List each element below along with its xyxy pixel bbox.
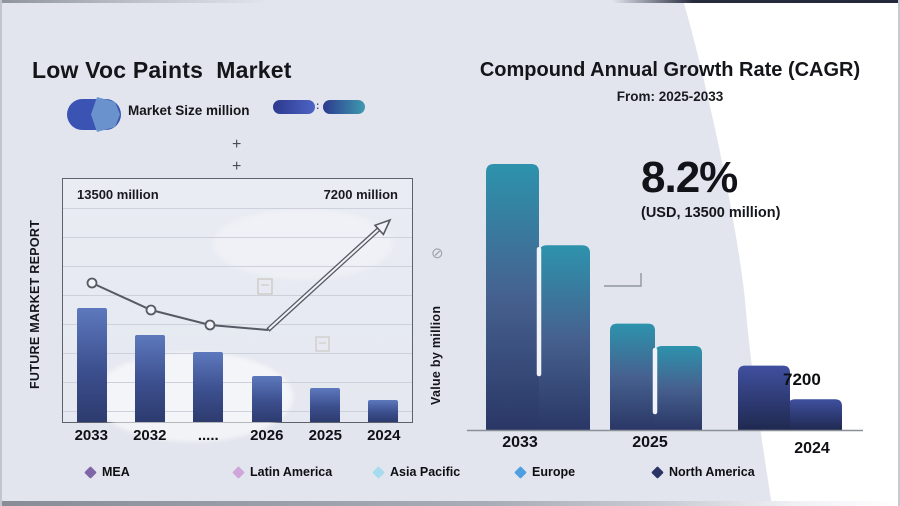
legend-item-asia-pacific: Asia Pacific — [372, 465, 461, 479]
x-label: ..... — [197, 427, 219, 444]
bar-dots — [193, 352, 224, 422]
max-value-label: 13500 million — [77, 187, 159, 202]
value-axis-label: Value by million — [429, 305, 443, 405]
x-label: 2033 — [74, 427, 108, 444]
value-label-7200: 7200 — [783, 370, 821, 389]
cagr-bars — [486, 164, 842, 430]
market-size-chart-panel: 13500 million 7200 million — [62, 178, 413, 442]
left-x-axis: 2033 2032 ..... 2026 2025 2024 — [62, 427, 413, 444]
cagr-value: 8.2% — [641, 153, 738, 202]
hexagon-icon — [91, 97, 120, 132]
plus-mark-top: + — [232, 136, 242, 153]
cagr-bar-2025 — [655, 346, 702, 430]
diamond-icon — [372, 465, 385, 479]
white-diagonal-shape — [683, 0, 900, 506]
end-value-label: 7200 million — [323, 187, 398, 202]
bar-2024 — [367, 400, 398, 422]
diamond-icon — [514, 465, 527, 479]
cagr-bar-2033 — [539, 245, 590, 430]
legend-item-mea: MEA — [84, 465, 130, 479]
cagr-title: Compound Annual Growth Rate (CAGR) — [479, 59, 861, 81]
frame-left-border — [0, 0, 2, 506]
left-axis-label: FUTURE MARKET REPORT — [28, 219, 42, 389]
cagr-bar-2024 — [788, 399, 842, 430]
frame-right-border — [898, 0, 900, 506]
x-label: 2026 — [250, 427, 284, 444]
cagr-subtitle: From: 2025-2033 — [616, 89, 724, 104]
legend-label: Europe — [532, 465, 576, 479]
cagr-note: (USD, 13500 million) — [641, 205, 781, 221]
plus-mark-bottom: + — [232, 158, 242, 175]
diamond-icon — [651, 465, 664, 479]
x-label: 2024 — [794, 440, 830, 457]
cagr-bar-2024 — [738, 365, 790, 430]
cagr-bar-2033 — [486, 164, 539, 430]
legend-label: Asia Pacific — [390, 465, 461, 479]
x-label: 2025 — [308, 427, 342, 444]
legend-item-latin-america: Latin America — [232, 465, 333, 479]
diamond-icon — [232, 465, 245, 479]
x-label: 2025 — [632, 434, 668, 451]
x-label: 2032 — [133, 427, 167, 444]
frame-top-border — [0, 0, 900, 3]
corner-line-decor — [604, 273, 642, 287]
market-size-label: Market Size million — [128, 103, 250, 118]
legend-item-europe: Europe — [514, 465, 576, 479]
pill-separator: : — [316, 101, 320, 112]
legend-label: MEA — [102, 465, 130, 479]
cagr-bar-2025 — [610, 323, 655, 430]
bar-2025 — [309, 388, 340, 422]
x-label: 2024 — [367, 427, 401, 444]
diamond-icon — [84, 465, 97, 479]
legend-label: Latin America — [250, 465, 333, 479]
cagr-block: 8.2% (USD, 13500 million) — [641, 153, 780, 221]
bar-2026 — [251, 376, 282, 422]
legend-item-north-america: North America — [651, 465, 755, 479]
capsule-icon — [67, 97, 121, 132]
page-title: Low Voc Paints Market — [32, 57, 292, 83]
cagr-chart-svg — [467, 164, 863, 432]
legend-label: North America — [669, 465, 755, 479]
market-size-bars — [63, 179, 412, 422]
pill-navy — [273, 100, 315, 114]
x-label: 2033 — [502, 434, 538, 451]
frame-bottom-border — [0, 501, 900, 506]
gauge-icon: ⊘ — [431, 245, 444, 262]
bar-2032 — [135, 335, 166, 422]
pill-teal — [323, 100, 365, 114]
bar-2033 — [77, 308, 108, 422]
